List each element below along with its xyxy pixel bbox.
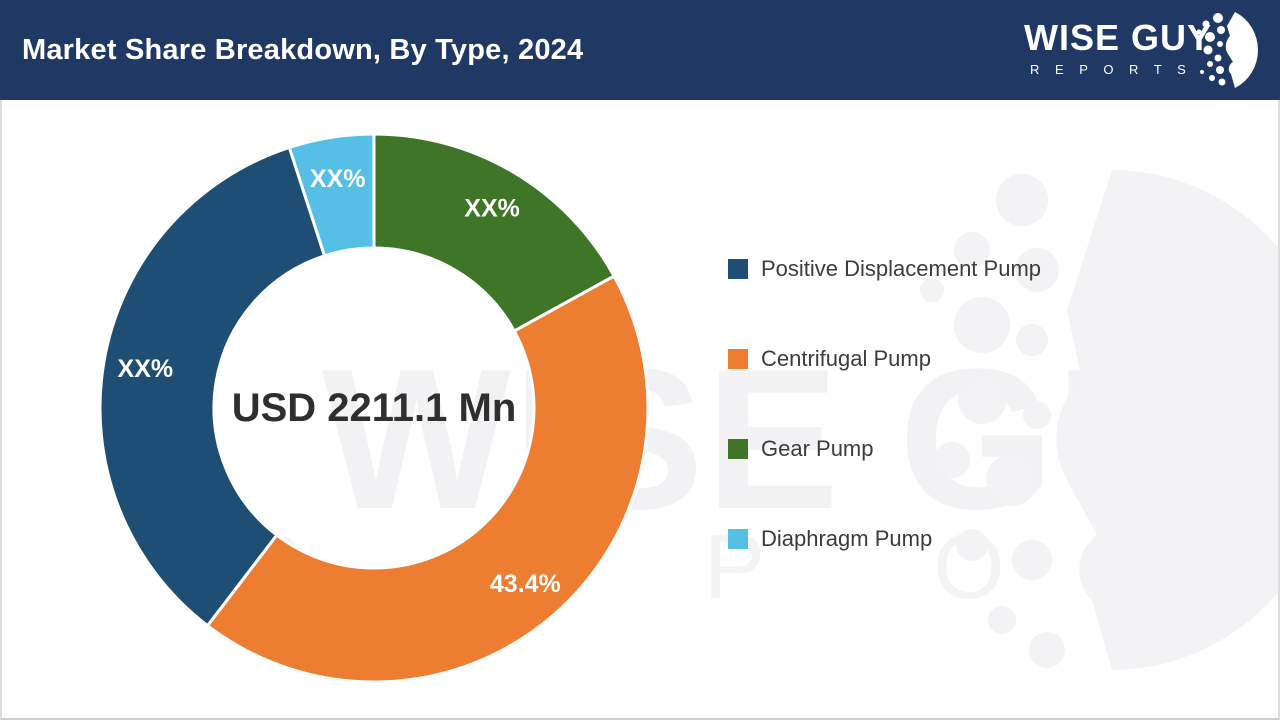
page-title: Market Share Breakdown, By Type, 2024 <box>22 33 584 66</box>
legend-label: Positive Displacement Pump <box>761 256 1042 281</box>
legend-swatch <box>728 349 748 369</box>
donut-center-value: USD 2211.1 Mn <box>232 386 517 430</box>
logo: WISE GUY R E P O R T S <box>1024 12 1258 88</box>
donut-chart: XX% 43.4% XX% XX% USD 2211.1 Mn <box>98 132 650 684</box>
legend-swatch <box>728 259 748 279</box>
legend-swatch <box>728 439 748 459</box>
slice-label: 43.4% <box>490 570 561 598</box>
donut-segment <box>98 145 327 628</box>
header: Market Share Breakdown, By Type, 2024 WI… <box>0 0 1280 100</box>
slice-label: XX% <box>118 355 174 383</box>
slice-label: XX% <box>464 194 520 222</box>
logo-text: WISE GUY <box>1024 17 1212 58</box>
logo-subtext: R E P O R T S <box>1030 62 1192 77</box>
legend-item: Positive Displacement Pump <box>728 256 1041 282</box>
content-area: WISE GUY R E P O R T S XX%43.4%XX%XX%USD… <box>0 100 1280 720</box>
legend-swatch <box>728 529 748 549</box>
watermark-face-icon <box>920 170 1278 670</box>
legend-item: Gear Pump <box>728 436 1041 462</box>
legend-item: Centrifugal Pump <box>728 346 1041 372</box>
legend-label: Centrifugal Pump <box>761 346 931 371</box>
donut-segment <box>287 132 376 258</box>
legend: Positive Displacement Pump Centrifugal P… <box>728 256 1041 552</box>
donut-segment <box>372 132 617 333</box>
logo-face-icon <box>1196 12 1258 88</box>
legend-item: Diaphragm Pump <box>728 526 1041 552</box>
slice-label: XX% <box>310 165 366 193</box>
legend-label: Gear Pump <box>761 436 874 461</box>
donut-segment <box>205 273 650 684</box>
legend-label: Diaphragm Pump <box>761 526 933 551</box>
